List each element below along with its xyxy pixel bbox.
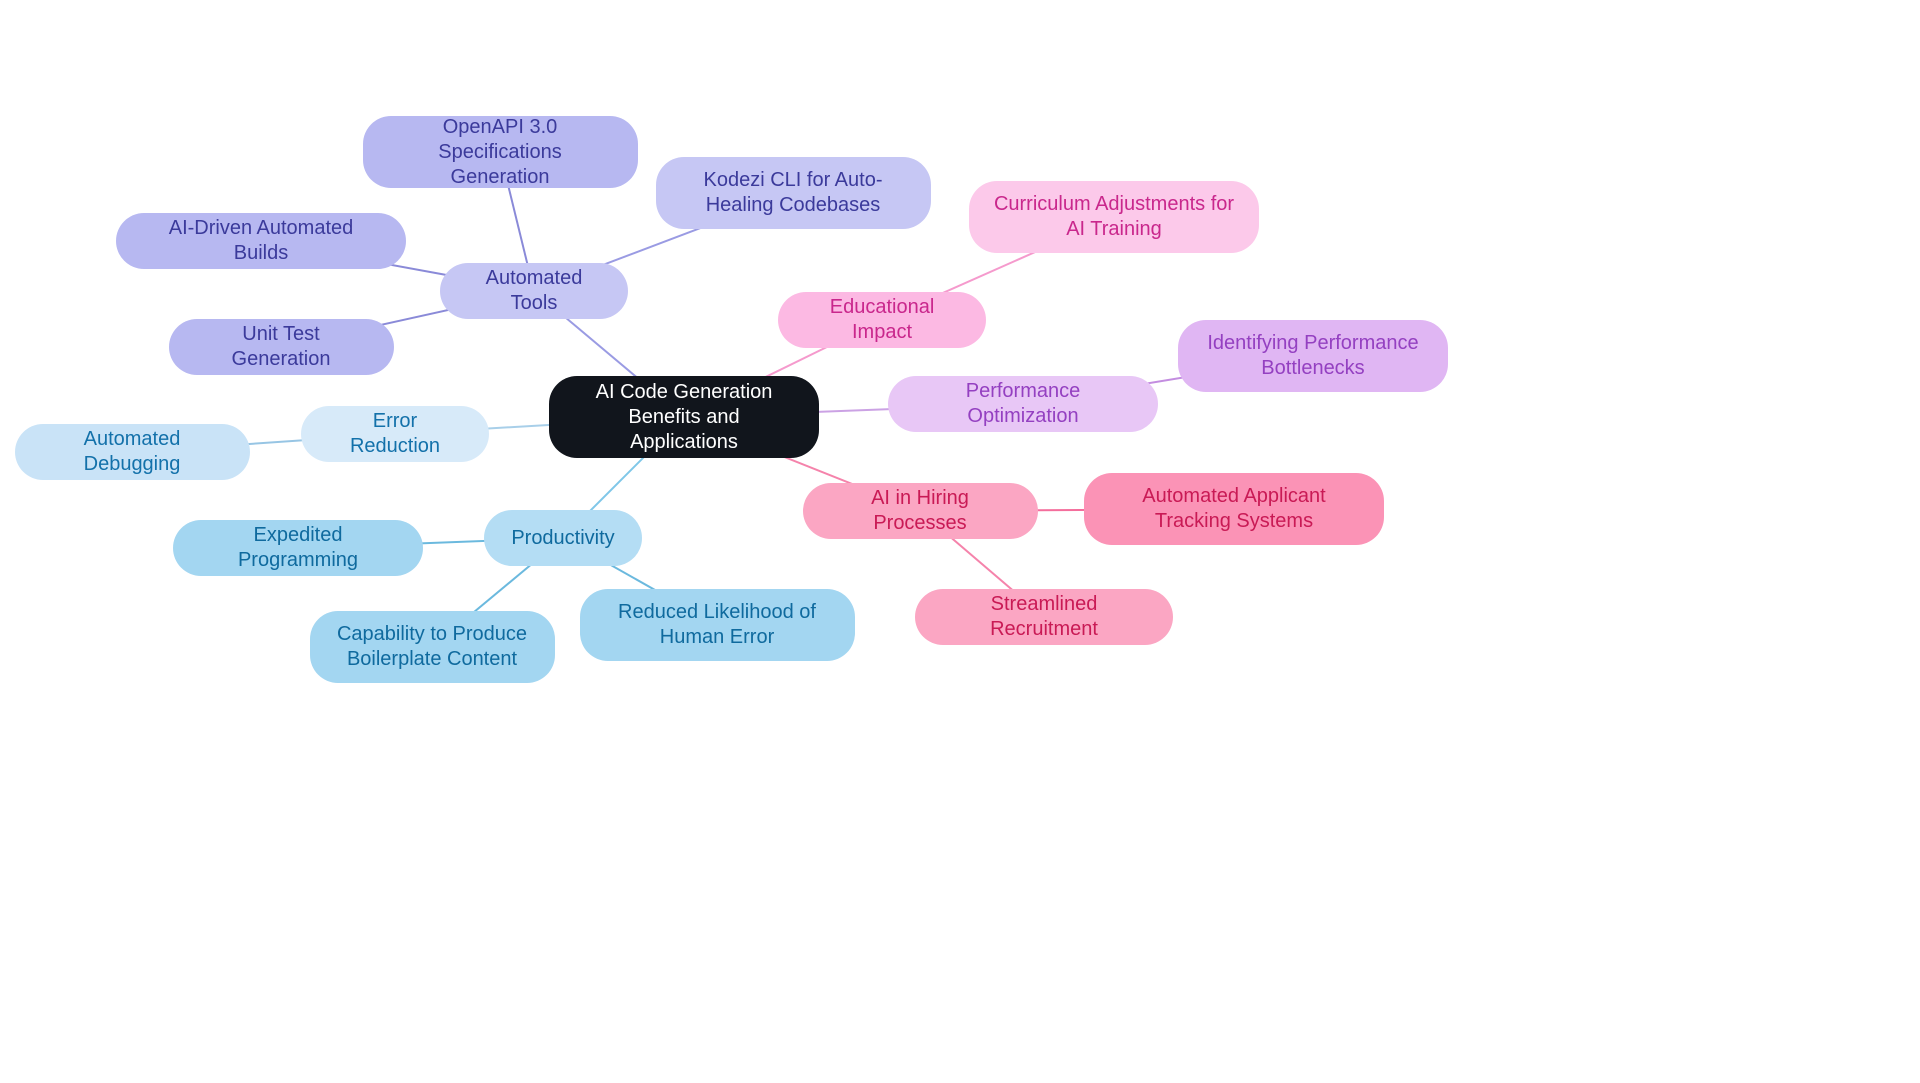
node-tracking: Automated Applicant Tracking Systems <box>1084 473 1384 545</box>
node-unit-test: Unit Test Generation <box>169 319 394 375</box>
node-label: AI in Hiring Processes <box>827 486 1014 536</box>
node-label: Educational Impact <box>802 295 962 345</box>
mindmap-canvas: AI Code Generation Benefits and Applicat… <box>0 0 1920 1083</box>
node-label: Error Reduction <box>325 409 465 459</box>
node-label: Identifying Performance Bottlenecks <box>1202 331 1424 381</box>
node-label: Streamlined Recruitment <box>939 592 1149 642</box>
node-expedited: Expedited Programming <box>173 520 423 576</box>
node-automated-debugging: Automated Debugging <box>15 424 250 480</box>
node-label: Expedited Programming <box>197 523 399 573</box>
node-label: Unit Test Generation <box>193 322 370 372</box>
node-boilerplate: Capability to Produce Boilerplate Conten… <box>310 611 555 683</box>
node-openapi: OpenAPI 3.0 Specifications Generation <box>363 116 638 188</box>
node-error-reduction: Error Reduction <box>301 406 489 462</box>
node-label: Curriculum Adjustments for AI Training <box>993 192 1235 242</box>
node-human-error: Reduced Likelihood of Human Error <box>580 589 855 661</box>
node-label: Kodezi CLI for Auto-Healing Codebases <box>680 168 907 218</box>
node-label: AI Code Generation Benefits and Applicat… <box>573 380 795 455</box>
node-label: Productivity <box>511 526 614 551</box>
node-label: Capability to Produce Boilerplate Conten… <box>334 622 531 672</box>
node-educational: Educational Impact <box>778 292 986 348</box>
node-label: Reduced Likelihood of Human Error <box>604 600 831 650</box>
node-productivity: Productivity <box>484 510 642 566</box>
node-kodezi: Kodezi CLI for Auto-Healing Codebases <box>656 157 931 229</box>
node-curriculum: Curriculum Adjustments for AI Training <box>969 181 1259 253</box>
node-recruitment: Streamlined Recruitment <box>915 589 1173 645</box>
node-ai-builds: AI-Driven Automated Builds <box>116 213 406 269</box>
node-label: Performance Optimization <box>912 379 1134 429</box>
node-label: Automated Tools <box>464 266 604 316</box>
node-bottlenecks: Identifying Performance Bottlenecks <box>1178 320 1448 392</box>
node-label: OpenAPI 3.0 Specifications Generation <box>387 115 614 190</box>
node-center: AI Code Generation Benefits and Applicat… <box>549 376 819 458</box>
node-label: Automated Debugging <box>39 427 226 477</box>
node-automated-tools: Automated Tools <box>440 263 628 319</box>
node-perf-opt: Performance Optimization <box>888 376 1158 432</box>
node-label: AI-Driven Automated Builds <box>140 216 382 266</box>
node-hiring: AI in Hiring Processes <box>803 483 1038 539</box>
node-label: Automated Applicant Tracking Systems <box>1108 484 1360 534</box>
